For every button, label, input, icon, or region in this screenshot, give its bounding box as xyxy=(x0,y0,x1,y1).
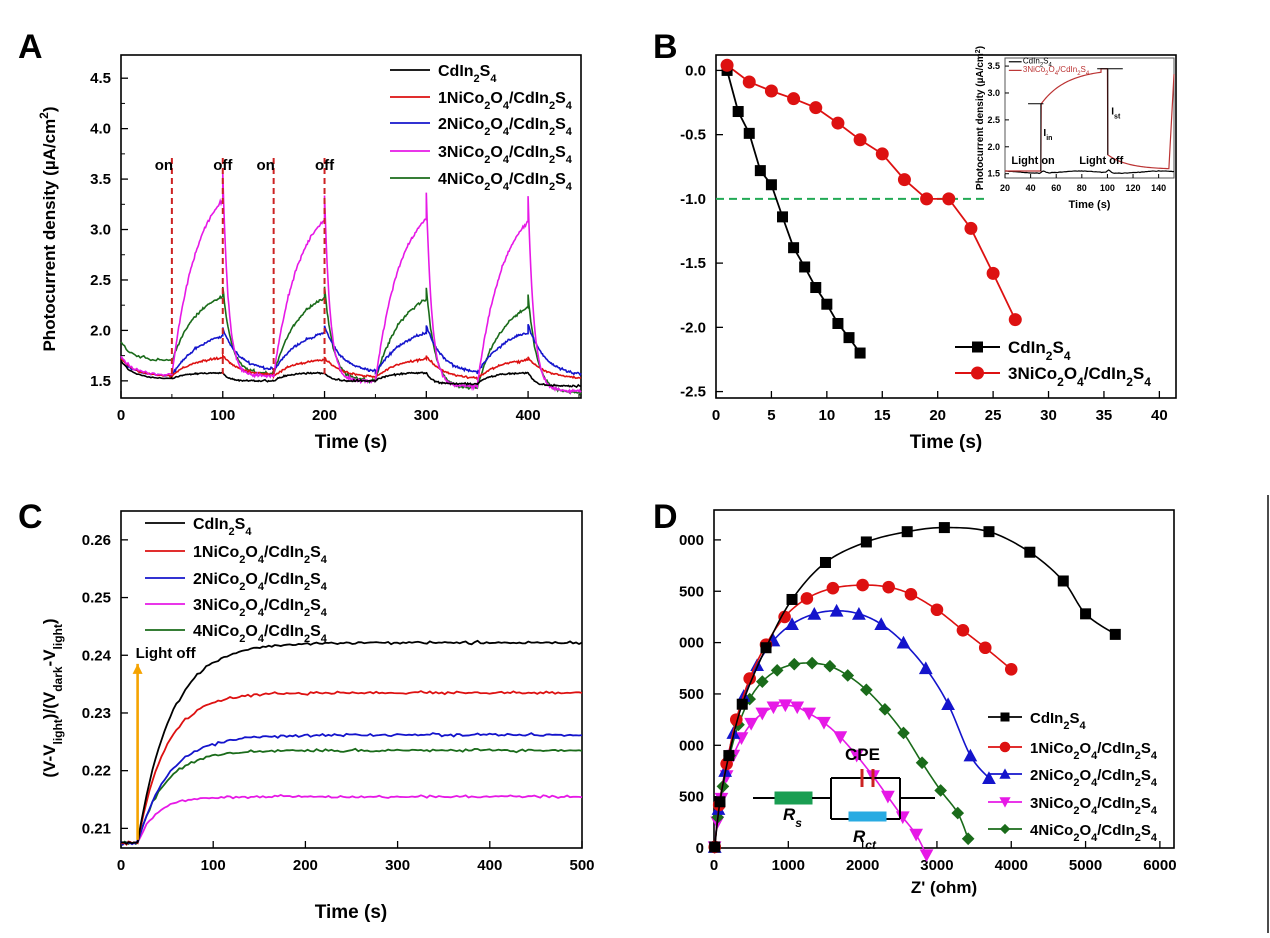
svg-text:0.0: 0.0 xyxy=(685,62,706,79)
svg-text:Light off: Light off xyxy=(136,645,197,662)
svg-text:500: 500 xyxy=(679,686,704,703)
svg-text:0: 0 xyxy=(712,407,720,424)
svg-text:40: 40 xyxy=(1151,407,1168,424)
svg-text:A: A xyxy=(18,28,43,66)
svg-text:off: off xyxy=(213,157,233,174)
svg-text:1.5: 1.5 xyxy=(90,373,111,390)
svg-text:0.25: 0.25 xyxy=(82,590,111,607)
svg-text:300: 300 xyxy=(414,407,439,424)
svg-text:C: C xyxy=(18,498,43,536)
svg-text:CPE: CPE xyxy=(845,745,880,764)
svg-text:-0.5: -0.5 xyxy=(680,127,706,144)
svg-text:on: on xyxy=(155,157,173,174)
svg-text:0.23: 0.23 xyxy=(82,705,111,722)
svg-text:0.26: 0.26 xyxy=(82,532,111,549)
svg-text:3.0: 3.0 xyxy=(90,222,111,239)
svg-text:200: 200 xyxy=(293,857,318,874)
svg-text:3.5: 3.5 xyxy=(90,171,111,188)
svg-text:-2.0: -2.0 xyxy=(680,319,706,336)
svg-text:2000: 2000 xyxy=(846,857,879,874)
svg-text:120: 120 xyxy=(1126,183,1141,193)
svg-text:Time (s): Time (s) xyxy=(1069,199,1111,211)
svg-text:000: 000 xyxy=(679,635,704,652)
svg-text:60: 60 xyxy=(1051,183,1061,193)
svg-text:0: 0 xyxy=(710,857,718,874)
svg-text:3.5: 3.5 xyxy=(987,61,1000,71)
svg-text:500: 500 xyxy=(679,583,704,600)
svg-text:2.5: 2.5 xyxy=(987,115,1000,125)
svg-text:30: 30 xyxy=(1040,407,1057,424)
svg-text:15: 15 xyxy=(874,407,891,424)
svg-text:100: 100 xyxy=(1100,183,1115,193)
svg-text:0: 0 xyxy=(696,840,704,857)
svg-text:000: 000 xyxy=(679,737,704,754)
svg-text:0.21: 0.21 xyxy=(82,820,111,837)
svg-text:100: 100 xyxy=(210,407,235,424)
svg-text:5000: 5000 xyxy=(1069,857,1102,874)
svg-text:-2.5: -2.5 xyxy=(680,384,706,401)
svg-text:Light on: Light on xyxy=(1011,155,1055,167)
svg-text:000: 000 xyxy=(679,532,704,549)
svg-text:20: 20 xyxy=(929,407,946,424)
svg-text:0: 0 xyxy=(117,857,125,874)
svg-text:2.5: 2.5 xyxy=(90,272,111,289)
svg-text:35: 35 xyxy=(1096,407,1113,424)
svg-text:0: 0 xyxy=(117,407,125,424)
svg-text:off: off xyxy=(315,157,335,174)
svg-text:10: 10 xyxy=(818,407,835,424)
svg-text:400: 400 xyxy=(477,857,502,874)
svg-text:500: 500 xyxy=(569,857,594,874)
svg-text:100: 100 xyxy=(201,857,226,874)
svg-text:1000: 1000 xyxy=(772,857,805,874)
svg-text:3.0: 3.0 xyxy=(987,88,1000,98)
svg-text:Photocurrent density (µA/cm2): Photocurrent density (µA/cm2) xyxy=(37,106,59,351)
svg-text:0.22: 0.22 xyxy=(82,763,111,780)
svg-text:4.0: 4.0 xyxy=(90,121,111,138)
svg-text:B: B xyxy=(653,28,678,66)
svg-text:500: 500 xyxy=(679,789,704,806)
svg-text:on: on xyxy=(256,157,274,174)
svg-text:5: 5 xyxy=(767,407,775,424)
svg-text:200: 200 xyxy=(312,407,337,424)
svg-text:80: 80 xyxy=(1077,183,1087,193)
svg-text:6000: 6000 xyxy=(1143,857,1176,874)
svg-text:140: 140 xyxy=(1151,183,1166,193)
svg-text:4.5: 4.5 xyxy=(90,70,111,87)
svg-text:400: 400 xyxy=(516,407,541,424)
svg-text:Time (s): Time (s) xyxy=(315,902,388,923)
svg-text:Photocurrent density (µA/cm2): Photocurrent density (µA/cm2) xyxy=(975,46,987,190)
svg-text:Light off: Light off xyxy=(1079,155,1123,167)
svg-text:D: D xyxy=(653,498,678,536)
svg-text:0.24: 0.24 xyxy=(82,647,112,664)
svg-text:-1.5: -1.5 xyxy=(680,255,706,272)
svg-text:4000: 4000 xyxy=(995,857,1028,874)
svg-text:1.5: 1.5 xyxy=(987,169,1000,179)
svg-text:Time (s): Time (s) xyxy=(910,432,983,453)
svg-text:25: 25 xyxy=(985,407,1002,424)
svg-text:40: 40 xyxy=(1026,183,1036,193)
svg-text:-1.0: -1.0 xyxy=(680,191,706,208)
svg-text:300: 300 xyxy=(385,857,410,874)
svg-text:20: 20 xyxy=(1000,183,1010,193)
svg-text:Z' (ohm): Z' (ohm) xyxy=(911,878,977,897)
svg-text:2.0: 2.0 xyxy=(90,322,111,339)
svg-text:2.0: 2.0 xyxy=(987,142,1000,152)
svg-text:Time (s): Time (s) xyxy=(315,432,388,453)
